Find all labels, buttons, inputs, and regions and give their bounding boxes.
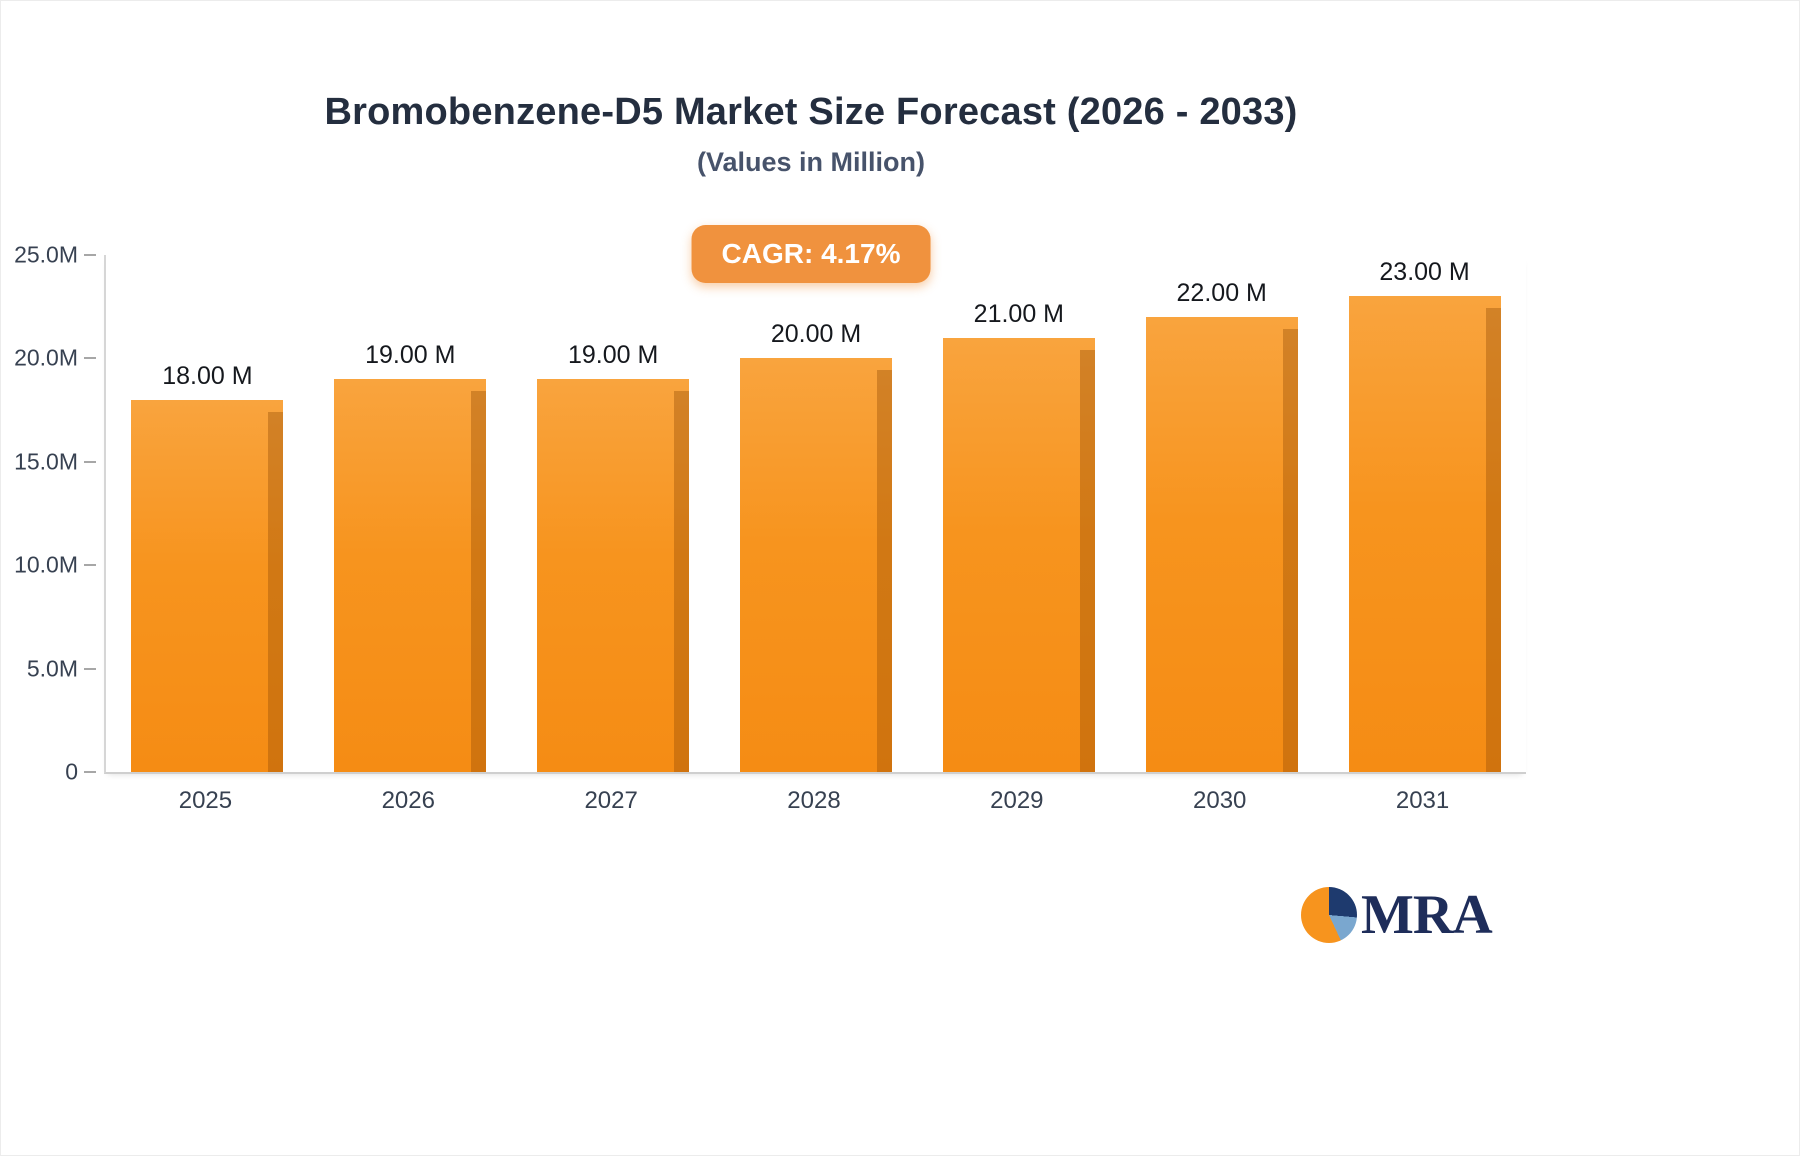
bar-side-shade — [877, 370, 892, 772]
bar-2026[interactable]: 19.00 M — [334, 341, 487, 772]
y-tick-label: 10.0M — [14, 551, 78, 578]
brand-logo-text: MRA — [1361, 884, 1493, 946]
bar-2029[interactable]: 21.00 M — [942, 300, 1095, 772]
brand-logo: MRA — [1301, 884, 1493, 946]
chart-title: Bromobenzene-D5 Market Size Forecast (20… — [324, 91, 1298, 133]
bar-2025[interactable]: 18.00 M — [131, 362, 284, 772]
y-tick-mark — [84, 460, 96, 463]
y-tick-label: 0 — [65, 758, 78, 785]
bar-value-label: 22.00 M — [1176, 279, 1267, 308]
bar-side-shade — [1282, 329, 1298, 772]
plot-area: 18.00 M 19.00 M 19.00 M 20.00 M 21.00 M 22.00… — [104, 255, 1526, 774]
y-tick-mark — [84, 564, 96, 567]
bar-2031[interactable]: 23.00 M — [1348, 258, 1501, 772]
x-axis-labels: 2025 2026 2027 2028 2029 2030 2031 — [104, 787, 1524, 827]
bar-2028[interactable]: 20.00 M — [740, 320, 892, 772]
bar-value-label: 23.00 M — [1379, 258, 1470, 287]
bar-side-shade — [268, 411, 284, 772]
bar-face — [1348, 296, 1501, 772]
y-tick-label: 15.0M — [14, 448, 78, 475]
y-tick-label: 25.0M — [14, 241, 78, 268]
bar-value-label: 18.00 M — [162, 361, 253, 390]
bar-face — [131, 399, 284, 772]
bar-face — [537, 379, 690, 772]
bar-side-shade — [1079, 349, 1095, 772]
y-tick-mark — [84, 771, 96, 773]
brand-logo-pie-icon — [1301, 887, 1357, 943]
bar-2030[interactable]: 22.00 M — [1145, 279, 1298, 772]
x-axis-label-2029: 2029 — [990, 787, 1044, 814]
bar-face — [942, 337, 1095, 772]
y-axis: 25.0M 20.0M 15.0M 10.0M 5.0M 0 — [1, 242, 104, 785]
bar-2027[interactable]: 19.00 M — [537, 341, 690, 772]
y-tick-label: 5.0M — [26, 655, 78, 682]
chart-subtitle: (Values in Million) — [696, 147, 926, 177]
bar-side-shade — [674, 391, 690, 772]
bar-side-shade — [471, 391, 487, 772]
y-tick-mark — [84, 667, 96, 670]
bar-face — [740, 358, 892, 772]
bar-side-shade — [1485, 308, 1501, 772]
bar-face — [1145, 317, 1298, 772]
x-axis-label-2031: 2031 — [1395, 787, 1450, 814]
x-axis-label-2030: 2030 — [1193, 787, 1247, 814]
y-tick-label: 20.0M — [14, 344, 78, 371]
x-axis-label-2027: 2027 — [584, 787, 638, 814]
x-axis-label-2025: 2025 — [178, 787, 233, 814]
x-axis-label-2028: 2028 — [787, 787, 841, 814]
bar-value-label: 21.00 M — [973, 299, 1065, 328]
bar-value-label: 19.00 M — [567, 341, 659, 370]
cagr-badge: CAGR: 4.17% — [691, 225, 931, 283]
x-axis-label-2026: 2026 — [381, 787, 435, 814]
bar-face — [334, 379, 487, 772]
bar-value-label: 20.00 M — [770, 320, 862, 349]
y-tick-mark — [84, 254, 96, 256]
y-tick-mark — [84, 357, 96, 360]
bar-value-label: 19.00 M — [365, 341, 456, 370]
